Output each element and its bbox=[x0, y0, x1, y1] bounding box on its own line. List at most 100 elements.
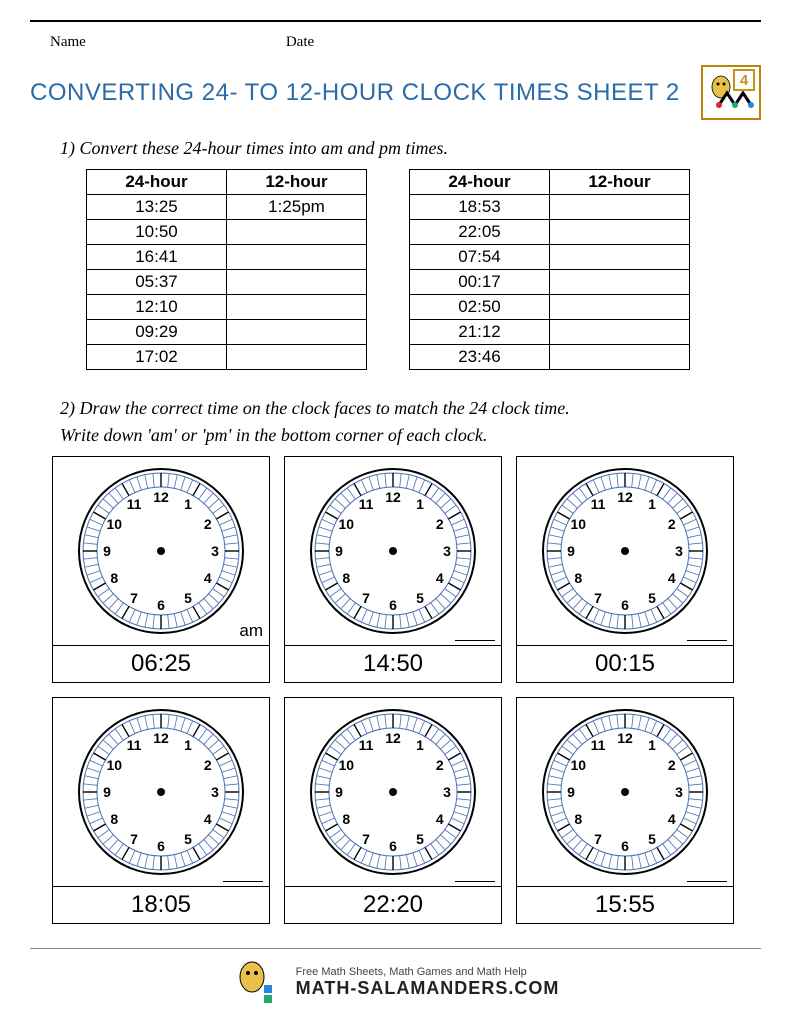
svg-text:5: 5 bbox=[184, 590, 192, 606]
svg-text:9: 9 bbox=[103, 543, 111, 559]
svg-text:2: 2 bbox=[436, 516, 444, 532]
cell-24hour: 23:46 bbox=[410, 345, 550, 370]
svg-text:6: 6 bbox=[621, 838, 629, 854]
cell-24hour: 13:25 bbox=[87, 195, 227, 220]
cell-12hour[interactable] bbox=[550, 320, 690, 345]
cell-12hour[interactable] bbox=[227, 220, 367, 245]
cell-24hour: 00:17 bbox=[410, 270, 550, 295]
svg-text:3: 3 bbox=[675, 784, 683, 800]
svg-text:11: 11 bbox=[359, 737, 374, 753]
table-row: 13:251:25pm bbox=[87, 195, 367, 220]
svg-text:6: 6 bbox=[389, 838, 397, 854]
svg-text:8: 8 bbox=[110, 570, 118, 586]
clock-face: 123456789101112 bbox=[53, 698, 269, 886]
clock-face: 123456789101112 bbox=[285, 698, 501, 886]
svg-text:11: 11 bbox=[591, 496, 606, 512]
svg-text:2: 2 bbox=[204, 757, 212, 773]
table-row: 10:50 bbox=[87, 220, 367, 245]
svg-text:6: 6 bbox=[157, 597, 165, 613]
svg-text:12: 12 bbox=[617, 489, 633, 505]
page-title: CONVERTING 24- TO 12-HOUR CLOCK TIMES SH… bbox=[30, 79, 691, 107]
svg-text:3: 3 bbox=[211, 784, 219, 800]
cell-12hour[interactable] bbox=[550, 295, 690, 320]
table-row: 00:17 bbox=[410, 270, 690, 295]
cell-24hour: 22:05 bbox=[410, 220, 550, 245]
clock-face: 123456789101112 bbox=[517, 698, 733, 886]
svg-text:1: 1 bbox=[648, 737, 656, 753]
svg-text:9: 9 bbox=[103, 784, 111, 800]
cell-12hour[interactable] bbox=[227, 320, 367, 345]
svg-text:6: 6 bbox=[157, 838, 165, 854]
svg-text:7: 7 bbox=[362, 590, 370, 606]
table-row: 09:29 bbox=[87, 320, 367, 345]
svg-text:9: 9 bbox=[567, 784, 575, 800]
table-row: 05:37 bbox=[87, 270, 367, 295]
svg-text:11: 11 bbox=[127, 737, 142, 753]
cell-24hour: 16:41 bbox=[87, 245, 227, 270]
cell-12hour[interactable]: 1:25pm bbox=[227, 195, 367, 220]
svg-text:12: 12 bbox=[385, 489, 401, 505]
cell-12hour[interactable] bbox=[550, 245, 690, 270]
cell-12hour[interactable] bbox=[550, 220, 690, 245]
q1-prompt: 1) Convert these 24-hour times into am a… bbox=[60, 138, 761, 159]
svg-text:7: 7 bbox=[594, 590, 602, 606]
svg-text:5: 5 bbox=[416, 831, 424, 847]
date-label: Date bbox=[286, 34, 314, 51]
table-row: 02:50 bbox=[410, 295, 690, 320]
col-24hour: 24-hour bbox=[87, 170, 227, 195]
ampm-field[interactable] bbox=[687, 623, 727, 641]
cell-12hour[interactable] bbox=[227, 270, 367, 295]
table-right: 24-hour 12-hour 18:5322:0507:5400:1702:5… bbox=[409, 169, 690, 370]
svg-text:2: 2 bbox=[668, 516, 676, 532]
svg-text:4: 4 bbox=[436, 570, 444, 586]
svg-text:10: 10 bbox=[106, 516, 122, 532]
q2-prompt-line1: 2) Draw the correct time on the clock fa… bbox=[60, 398, 761, 419]
table-left: 24-hour 12-hour 13:251:25pm10:5016:4105:… bbox=[86, 169, 367, 370]
clock-cell: 12345678910111214:50 bbox=[284, 456, 502, 683]
table-row: 07:54 bbox=[410, 245, 690, 270]
clock-time-label: 18:05 bbox=[53, 886, 269, 923]
svg-text:7: 7 bbox=[594, 831, 602, 847]
svg-text:8: 8 bbox=[574, 570, 582, 586]
ampm-field[interactable] bbox=[455, 623, 495, 641]
svg-text:3: 3 bbox=[211, 543, 219, 559]
svg-text:12: 12 bbox=[385, 730, 401, 746]
clock-cell: 123456789101112am06:25 bbox=[52, 456, 270, 683]
svg-text:1: 1 bbox=[648, 496, 656, 512]
clock-time-label: 00:15 bbox=[517, 645, 733, 682]
svg-text:8: 8 bbox=[342, 811, 350, 827]
cell-12hour[interactable] bbox=[550, 345, 690, 370]
table-row: 21:12 bbox=[410, 320, 690, 345]
svg-text:11: 11 bbox=[127, 496, 142, 512]
svg-text:10: 10 bbox=[338, 757, 354, 773]
cell-24hour: 18:53 bbox=[410, 195, 550, 220]
svg-text:6: 6 bbox=[621, 597, 629, 613]
cell-12hour[interactable] bbox=[227, 295, 367, 320]
svg-text:5: 5 bbox=[184, 831, 192, 847]
svg-text:7: 7 bbox=[130, 831, 138, 847]
clock-face: 123456789101112 bbox=[517, 457, 733, 645]
cell-12hour[interactable] bbox=[550, 195, 690, 220]
ampm-field[interactable] bbox=[223, 864, 263, 882]
svg-text:3: 3 bbox=[675, 543, 683, 559]
table-row: 18:53 bbox=[410, 195, 690, 220]
cell-12hour[interactable] bbox=[227, 245, 367, 270]
cell-12hour[interactable] bbox=[227, 345, 367, 370]
clock-cell: 12345678910111218:05 bbox=[52, 697, 270, 924]
ampm-field[interactable]: am bbox=[239, 621, 263, 641]
ampm-field[interactable] bbox=[455, 864, 495, 882]
svg-text:4: 4 bbox=[668, 811, 676, 827]
clock-face: 123456789101112am bbox=[53, 457, 269, 645]
ampm-field[interactable] bbox=[687, 864, 727, 882]
svg-text:6: 6 bbox=[389, 597, 397, 613]
cell-24hour: 05:37 bbox=[87, 270, 227, 295]
col-24hour: 24-hour bbox=[410, 170, 550, 195]
clock-cell: 12345678910111222:20 bbox=[284, 697, 502, 924]
svg-text:4: 4 bbox=[668, 570, 676, 586]
conversion-tables: 24-hour 12-hour 13:251:25pm10:5016:4105:… bbox=[30, 169, 761, 370]
svg-text:5: 5 bbox=[416, 590, 424, 606]
svg-text:4: 4 bbox=[204, 570, 212, 586]
cell-12hour[interactable] bbox=[550, 270, 690, 295]
svg-text:1: 1 bbox=[184, 737, 192, 753]
svg-text:8: 8 bbox=[342, 570, 350, 586]
